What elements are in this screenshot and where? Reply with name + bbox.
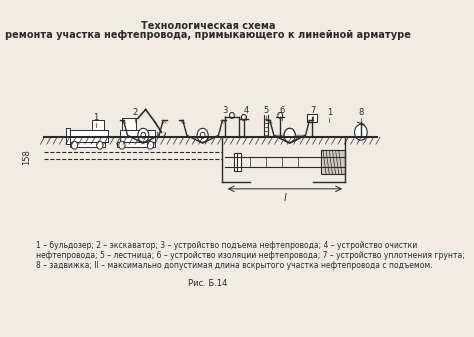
Bar (66, 128, 70, 144)
Text: Рис. Б.14: Рис. Б.14 (189, 279, 228, 288)
Text: 8: 8 (358, 109, 364, 117)
Bar (234, 153, 237, 171)
Text: l: l (283, 193, 286, 203)
Circle shape (278, 113, 283, 118)
Circle shape (287, 132, 292, 138)
Circle shape (147, 141, 154, 149)
Text: 7: 7 (311, 106, 316, 116)
Text: 3: 3 (222, 106, 228, 116)
Circle shape (284, 128, 295, 142)
Text: 1: 1 (327, 109, 332, 117)
Text: 158: 158 (22, 149, 31, 165)
Circle shape (138, 128, 149, 142)
Circle shape (71, 141, 78, 149)
Bar (70, 142, 105, 147)
Bar (307, 115, 317, 122)
Circle shape (141, 132, 146, 138)
Polygon shape (274, 135, 306, 143)
Text: 6: 6 (279, 106, 284, 116)
Circle shape (355, 124, 367, 140)
Text: 1 – бульдозер; 2 – экскаватор; 3 – устройство подъема нефтепровода; 4 – устройст: 1 – бульдозер; 2 – экскаватор; 3 – устро… (36, 241, 418, 250)
Bar (122, 118, 136, 130)
Text: 4: 4 (244, 106, 249, 116)
Text: нефтепровода; 5 – лестница; 6 – устройство изоляции нефтепровода; 7 – устройство: нефтепровода; 5 – лестница; 6 – устройст… (36, 251, 465, 260)
Bar (92, 120, 104, 130)
Circle shape (197, 128, 208, 142)
Text: 5: 5 (264, 106, 269, 116)
Circle shape (229, 113, 234, 118)
Text: 2: 2 (133, 109, 138, 117)
Text: Технологическая схема: Технологическая схема (141, 21, 275, 31)
Text: 1: 1 (93, 113, 99, 122)
Circle shape (119, 141, 125, 149)
Circle shape (241, 115, 246, 120)
Bar (321, 150, 345, 174)
Bar (117, 142, 155, 147)
Circle shape (284, 128, 295, 142)
Bar (68, 130, 108, 142)
Circle shape (97, 141, 103, 149)
Bar (237, 153, 241, 171)
Circle shape (201, 132, 205, 138)
Bar (119, 130, 155, 142)
Text: 8 – задвижка; ll – максимально допустимая длина вскрытого участка нефтепровода с: 8 – задвижка; ll – максимально допустима… (36, 261, 433, 270)
Text: ремонта участка нефтепровода, примыкающего к линейной арматуре: ремонта участка нефтепровода, примыкающе… (5, 30, 411, 40)
